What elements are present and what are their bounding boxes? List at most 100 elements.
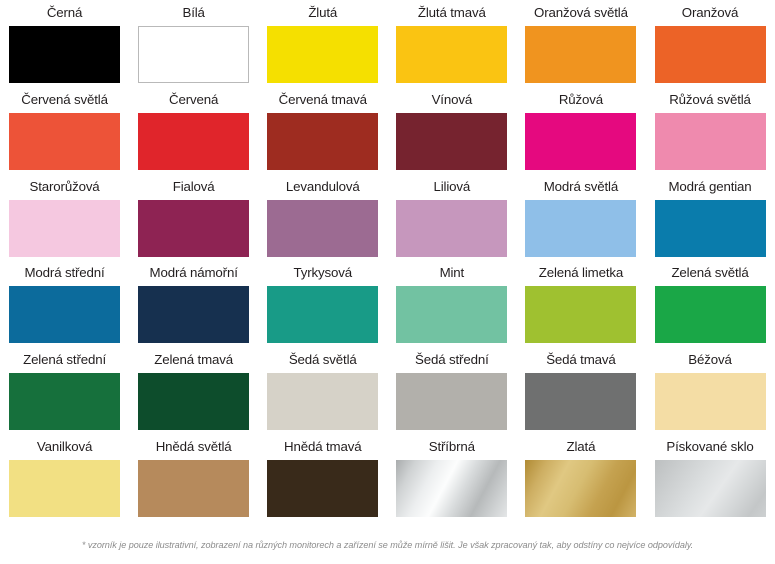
swatch-color-chip[interactable]: [396, 26, 508, 83]
swatch-cell[interactable]: Červená světlá: [0, 87, 129, 174]
swatch-color-chip[interactable]: [396, 459, 508, 517]
swatch-cell[interactable]: Hnědá tmavá: [258, 434, 387, 521]
swatch-color-chip[interactable]: [267, 459, 379, 517]
swatch-label: Zelená světlá: [671, 265, 749, 281]
swatch-label: Zelená střední: [23, 352, 106, 368]
swatch-color-chip[interactable]: [267, 373, 379, 431]
swatch-cell[interactable]: Černá: [0, 0, 129, 87]
swatch-color-chip[interactable]: [9, 286, 121, 344]
swatch-cell[interactable]: Růžová: [516, 87, 645, 174]
swatch-label: Starorůžová: [29, 178, 100, 194]
swatch-color-chip[interactable]: [267, 199, 379, 257]
swatch-cell[interactable]: Zelená světlá: [645, 260, 774, 347]
swatch-label: Levandulová: [285, 178, 360, 194]
swatch-color-chip[interactable]: [654, 459, 766, 517]
swatch-label: Modrá střední: [24, 265, 105, 281]
swatch-color-chip[interactable]: [525, 199, 637, 257]
swatch-color-chip[interactable]: [9, 459, 121, 517]
swatch-cell[interactable]: Vínová: [387, 87, 516, 174]
swatch-label: Oranžová světlá: [534, 5, 628, 20]
swatch-cell[interactable]: Mint: [387, 260, 516, 347]
swatch-cell[interactable]: Starorůžová: [0, 174, 129, 261]
swatch-color-chip[interactable]: [9, 26, 121, 83]
swatch-label: Růžová světlá: [669, 91, 751, 107]
swatch-color-chip[interactable]: [396, 199, 508, 257]
swatch-cell[interactable]: Zelená limetka: [516, 260, 645, 347]
swatch-color-chip[interactable]: [9, 199, 121, 257]
swatch-color-chip[interactable]: [525, 26, 637, 83]
swatch-color-chip[interactable]: [396, 286, 508, 344]
swatch-color-chip[interactable]: [396, 373, 508, 431]
swatch-color-chip[interactable]: [138, 286, 250, 344]
swatch-cell[interactable]: Modrá světlá: [516, 174, 645, 261]
swatch-cell[interactable]: Pískované sklo: [645, 434, 774, 521]
swatch-label: Šedá tmavá: [546, 352, 616, 368]
swatch-color-chip[interactable]: [525, 373, 637, 431]
swatch-cell[interactable]: Žlutá tmavá: [387, 0, 516, 87]
swatch-cell[interactable]: Zlatá: [516, 434, 645, 521]
swatch-cell[interactable]: Vanilková: [0, 434, 129, 521]
swatch-color-chip[interactable]: [654, 286, 766, 344]
swatch-label: Zlatá: [566, 438, 596, 454]
swatch-color-chip[interactable]: [654, 112, 766, 170]
swatch-cell[interactable]: Modrá střední: [0, 260, 129, 347]
swatch-cell[interactable]: Tyrkysová: [258, 260, 387, 347]
swatch-label: Zelená limetka: [538, 265, 624, 281]
swatch-color-chip[interactable]: [9, 373, 121, 431]
swatch-label: Modrá námořní: [149, 265, 238, 281]
swatch-cell[interactable]: Fialová: [129, 174, 258, 261]
swatch-cell[interactable]: Liliová: [387, 174, 516, 261]
swatch-cell[interactable]: Stříbrná: [387, 434, 516, 521]
swatch-cell[interactable]: Šedá tmavá: [516, 347, 645, 434]
swatch-cell[interactable]: Šedá střední: [387, 347, 516, 434]
swatch-color-chip[interactable]: [525, 112, 637, 170]
swatch-cell[interactable]: Bílá: [129, 0, 258, 87]
swatch-color-chip[interactable]: [654, 199, 766, 257]
swatch-color-chip[interactable]: [138, 373, 250, 431]
swatch-cell[interactable]: Žlutá: [258, 0, 387, 87]
swatch-cell[interactable]: Modrá námořní: [129, 260, 258, 347]
swatch-cell[interactable]: Oranžová: [645, 0, 774, 87]
swatch-label: Červená: [169, 91, 219, 107]
swatch-label: Hnědá světlá: [155, 438, 232, 454]
swatch-color-chip[interactable]: [267, 286, 379, 344]
swatch-color-chip[interactable]: [654, 26, 766, 83]
swatch-label: Červená tmavá: [278, 91, 367, 107]
swatch-label: Modrá světlá: [543, 178, 619, 194]
swatch-label: Červená světlá: [21, 91, 108, 107]
swatch-color-chip[interactable]: [654, 373, 766, 431]
swatch-color-chip[interactable]: [267, 26, 379, 83]
swatch-color-chip[interactable]: [138, 26, 250, 83]
swatch-color-chip[interactable]: [396, 112, 508, 170]
swatch-cell[interactable]: Červená tmavá: [258, 87, 387, 174]
swatch-color-chip[interactable]: [138, 459, 250, 517]
swatch-color-chip[interactable]: [525, 286, 637, 344]
swatch-label: Modrá gentian: [668, 178, 752, 194]
swatch-cell[interactable]: Oranžová světlá: [516, 0, 645, 87]
swatch-label: Liliová: [433, 178, 471, 194]
swatch-cell[interactable]: Zelená střední: [0, 347, 129, 434]
swatch-cell[interactable]: Červená: [129, 87, 258, 174]
swatch-label: Vanilková: [36, 438, 93, 454]
swatch-label: Zelená tmavá: [154, 352, 234, 368]
swatch-cell[interactable]: Béžová: [645, 347, 774, 434]
swatch-cell[interactable]: Hnědá světlá: [129, 434, 258, 521]
swatch-cell[interactable]: Šedá světlá: [258, 347, 387, 434]
swatch-cell[interactable]: Modrá gentian: [645, 174, 774, 261]
swatch-cell[interactable]: Růžová světlá: [645, 87, 774, 174]
swatch-color-chip[interactable]: [267, 112, 379, 170]
swatch-color-chip[interactable]: [138, 112, 250, 170]
swatch-label: Pískované sklo: [666, 438, 754, 454]
swatch-grid: Černá Bílá Žlutá Žlutá tmavá Oranžová světlá…: [0, 0, 774, 521]
swatch-label: Růžová: [558, 91, 604, 107]
swatch-color-chip[interactable]: [138, 199, 250, 257]
swatch-cell[interactable]: Levandulová: [258, 174, 387, 261]
swatch-color-chip[interactable]: [525, 459, 637, 517]
swatch-label: Černá: [46, 5, 83, 20]
swatch-color-chip[interactable]: [9, 112, 121, 170]
swatch-label: Fialová: [172, 178, 215, 194]
swatch-cell[interactable]: Zelená tmavá: [129, 347, 258, 434]
swatch-label: Bílá: [182, 5, 205, 20]
swatch-label: Vínová: [431, 91, 473, 107]
